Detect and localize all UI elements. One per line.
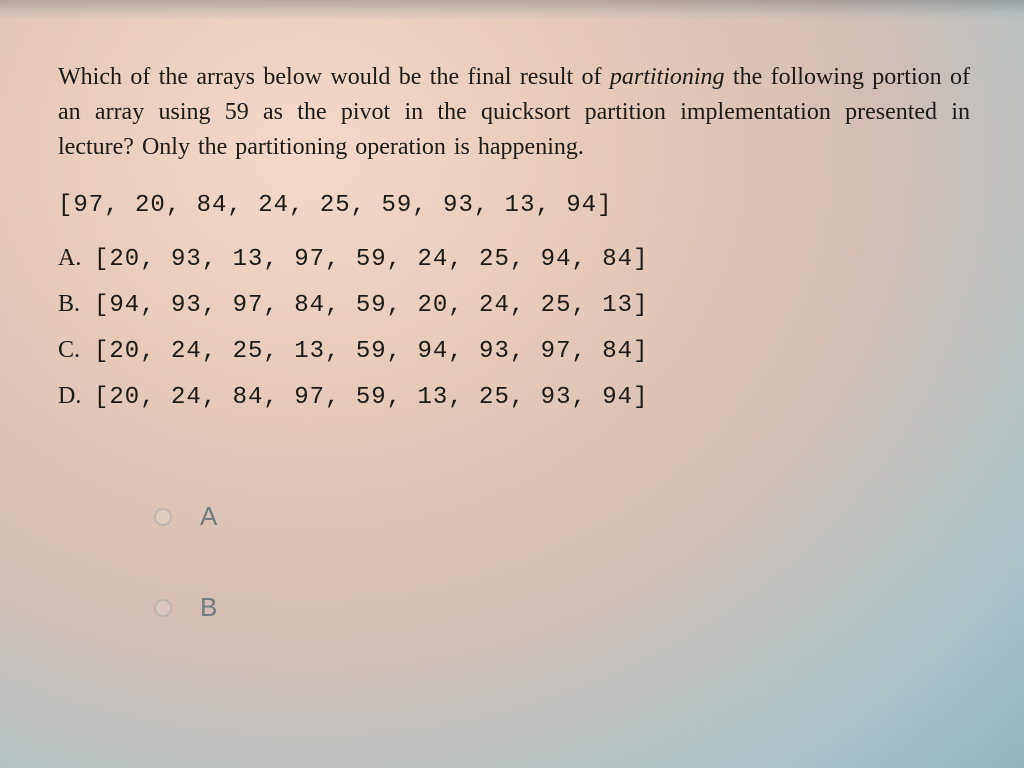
choice-list: A. [20, 93, 13, 97, 59, 24, 25, 94, 84] … — [58, 245, 970, 411]
choice-array: [20, 24, 25, 13, 59, 94, 93, 97, 84] — [94, 338, 648, 365]
choice-array: [20, 24, 84, 97, 59, 13, 25, 93, 94] — [94, 384, 648, 411]
choice-b: B. [94, 93, 97, 84, 59, 20, 24, 25, 13] — [58, 291, 970, 319]
answer-button-group: A B — [58, 501, 970, 623]
question-page: Which of the arrays below would be the f… — [0, 0, 1024, 623]
choice-letter: C. — [58, 337, 94, 364]
question-italic-word: partitioning — [610, 64, 725, 90]
answer-label: A — [200, 501, 230, 532]
answer-option-a[interactable]: A — [154, 501, 970, 532]
screen-top-edge — [0, 0, 1024, 20]
choice-c: C. [20, 24, 25, 13, 59, 94, 93, 97, 84] — [58, 337, 970, 365]
question-text-pre: Which of the arrays below would be the f… — [58, 64, 610, 90]
choice-array: [20, 93, 13, 97, 59, 24, 25, 94, 84] — [94, 246, 648, 273]
choice-array: [94, 93, 97, 84, 59, 20, 24, 25, 13] — [94, 292, 648, 319]
radio-icon — [154, 508, 172, 526]
radio-icon — [154, 599, 172, 617]
input-array: [97, 20, 84, 24, 25, 59, 93, 13, 94] — [58, 192, 970, 219]
answer-label: B — [200, 592, 230, 623]
choice-a: A. [20, 93, 13, 97, 59, 24, 25, 94, 84] — [58, 245, 970, 273]
choice-letter: A. — [58, 245, 94, 272]
question-text: Which of the arrays below would be the f… — [58, 60, 970, 164]
answer-option-b[interactable]: B — [154, 592, 970, 623]
choice-d: D. [20, 24, 84, 97, 59, 13, 25, 93, 94] — [58, 383, 970, 411]
choice-letter: D. — [58, 383, 94, 410]
choice-letter: B. — [58, 291, 94, 318]
